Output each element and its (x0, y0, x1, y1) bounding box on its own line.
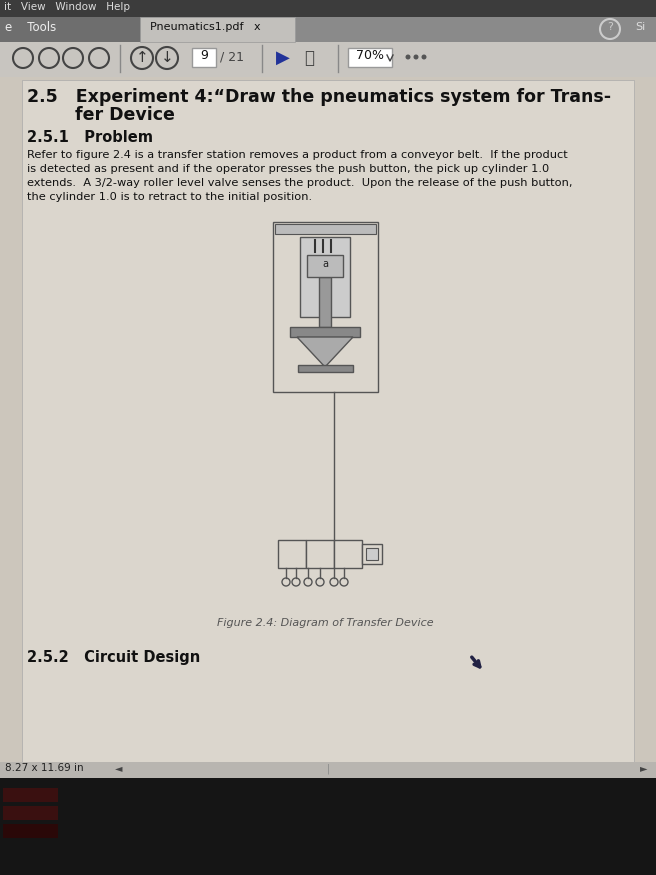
Text: ↑: ↑ (136, 50, 148, 65)
Circle shape (405, 54, 411, 60)
Text: ◄: ◄ (115, 763, 123, 773)
Circle shape (413, 54, 419, 60)
Text: is detected as present and if the operator presses the push button, the pick up : is detected as present and if the operat… (27, 164, 549, 174)
Bar (0, 17, 656, 42)
Text: 8.27 x 11.69 in: 8.27 x 11.69 in (5, 763, 83, 773)
Circle shape (422, 54, 426, 60)
Bar (192, 48, 216, 67)
Bar (290, 327, 360, 337)
Text: ?: ? (607, 22, 613, 32)
Text: extends.  A 3/2-way roller level valve senses the product.  Upon the release of : extends. A 3/2-way roller level valve se… (27, 178, 573, 188)
Bar (362, 544, 382, 564)
Bar (0, 762, 656, 778)
Text: it   View   Window   Help: it View Window Help (4, 2, 130, 12)
Bar (0, 42, 656, 77)
Text: the cylinder 1.0 is to retract to the initial position.: the cylinder 1.0 is to retract to the in… (27, 192, 312, 202)
Text: 2.5   Experiment 4:“Draw the pneumatics system for Trans-: 2.5 Experiment 4:“Draw the pneumatics sy… (27, 88, 611, 106)
Bar (348, 48, 392, 67)
Bar (0, 778, 656, 875)
Bar (273, 222, 378, 392)
Text: Pneumatics1.pdf   x: Pneumatics1.pdf x (150, 22, 260, 32)
Bar (298, 365, 353, 372)
Text: 2.5.2   Circuit Design: 2.5.2 Circuit Design (27, 650, 200, 665)
Bar (366, 548, 378, 560)
Bar (22, 80, 634, 770)
Bar (334, 540, 362, 568)
Text: a: a (322, 259, 328, 269)
Bar (3, 788, 58, 802)
Bar (278, 540, 306, 568)
Bar (319, 277, 331, 327)
Bar (295, 17, 656, 42)
Bar (0, 0, 656, 17)
Bar (307, 255, 343, 277)
Bar (140, 17, 295, 42)
Polygon shape (297, 337, 353, 367)
Text: / 21: / 21 (220, 50, 244, 63)
Text: ▶: ▶ (276, 49, 290, 67)
Bar (3, 824, 58, 838)
Text: |: | (327, 763, 329, 774)
Text: 2.5.1   Problem: 2.5.1 Problem (27, 130, 153, 145)
Text: Si: Si (635, 22, 646, 32)
Bar (300, 237, 350, 317)
Bar (275, 224, 376, 234)
Text: 9: 9 (200, 49, 208, 62)
Text: ↓: ↓ (161, 50, 173, 65)
Text: fer Device: fer Device (27, 106, 175, 124)
Bar (3, 806, 58, 820)
Text: 70%: 70% (356, 49, 384, 62)
Text: Refer to figure 2.4 is a transfer station removes a product from a conveyor belt: Refer to figure 2.4 is a transfer statio… (27, 150, 567, 160)
Text: e    Tools: e Tools (5, 21, 56, 34)
Bar (306, 540, 334, 568)
Text: ✋: ✋ (304, 49, 314, 67)
Text: Figure 2.4: Diagram of Transfer Device: Figure 2.4: Diagram of Transfer Device (216, 618, 434, 628)
Text: ►: ► (640, 763, 647, 773)
